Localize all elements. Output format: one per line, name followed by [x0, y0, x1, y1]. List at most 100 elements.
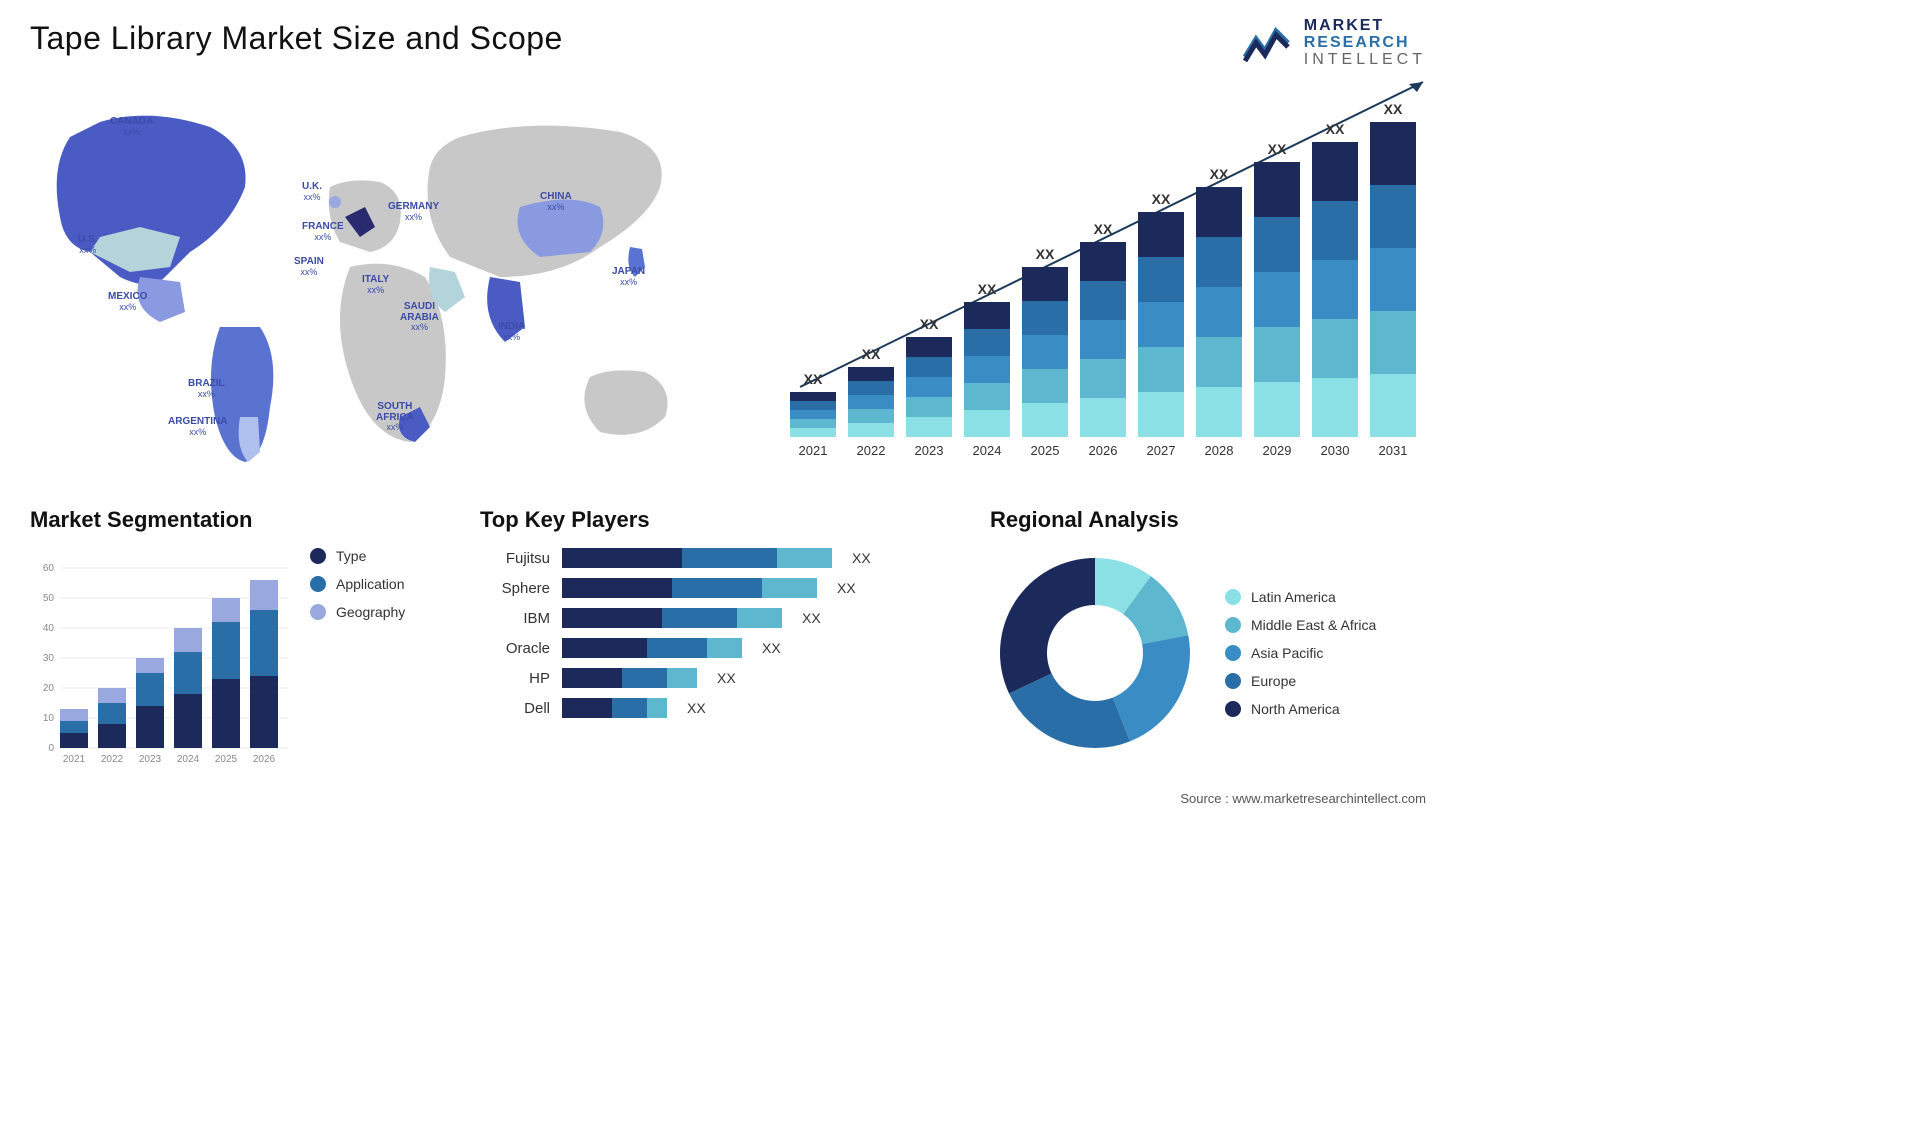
map-label-spain: SPAINxx%	[294, 257, 324, 277]
svg-text:2027: 2027	[1147, 443, 1176, 458]
segmentation-legend: Type Application Geography	[310, 548, 405, 620]
regional-legend-latin-america: Latin America	[1225, 589, 1376, 605]
regional-legend-europe: Europe	[1225, 673, 1376, 689]
regional-legend-north-america: North America	[1225, 701, 1376, 717]
svg-text:2030: 2030	[1321, 443, 1350, 458]
svg-text:2021: 2021	[799, 443, 828, 458]
svg-text:XX: XX	[804, 371, 823, 387]
world-map: CANADAxx%U.S.xx%MEXICOxx%BRAZILxx%ARGENT…	[30, 77, 730, 477]
seg-legend-type: Type	[310, 548, 405, 564]
regional-legend-asia-pacific: Asia Pacific	[1225, 645, 1376, 661]
svg-text:2031: 2031	[1379, 443, 1408, 458]
svg-text:2023: 2023	[139, 754, 162, 765]
player-row-dell: Dell XX	[480, 698, 960, 718]
regional-title: Regional Analysis	[990, 507, 1426, 533]
player-row-ibm: IBM XX	[480, 608, 960, 628]
brand-logo: MARKET RESEARCH INTELLECT	[1242, 18, 1426, 68]
player-label: HP	[480, 670, 550, 687]
player-bar	[562, 668, 697, 688]
svg-text:2023: 2023	[915, 443, 944, 458]
player-value: XX	[852, 550, 871, 566]
player-row-oracle: Oracle XX	[480, 638, 960, 658]
svg-text:10: 10	[43, 713, 55, 724]
svg-text:20: 20	[43, 683, 55, 694]
player-bar	[562, 548, 832, 568]
player-bar	[562, 608, 782, 628]
svg-text:XX: XX	[862, 346, 881, 362]
regional-legend-middle-east-africa: Middle East & Africa	[1225, 617, 1376, 633]
player-bar	[562, 578, 817, 598]
svg-text:XX: XX	[920, 316, 939, 332]
svg-text:XX: XX	[1094, 221, 1113, 237]
players-title: Top Key Players	[480, 507, 960, 533]
map-label-argentina: ARGENTINAxx%	[168, 417, 227, 437]
player-label: Dell	[480, 700, 550, 717]
logo-line-1: MARKET	[1304, 18, 1426, 35]
source-attribution: Source : www.marketresearchintellect.com	[1180, 791, 1426, 806]
svg-text:0: 0	[48, 743, 54, 754]
map-label-u-k-: U.K.xx%	[302, 182, 322, 202]
svg-text:2026: 2026	[1089, 443, 1118, 458]
map-label-mexico: MEXICOxx%	[108, 292, 147, 312]
svg-text:2028: 2028	[1205, 443, 1234, 458]
svg-text:2024: 2024	[973, 443, 1002, 458]
map-label-canada: CANADAxx%	[110, 117, 153, 137]
segmentation-chart: 0 10 20 30 40 50 60 2021 2022 2023 2024 2025 2026	[30, 548, 290, 768]
player-bar	[562, 698, 667, 718]
players-panel: Top Key Players FujitsuXXSphereXXIBMXXOr…	[480, 507, 960, 767]
map-label-italy: ITALYxx%	[362, 275, 389, 295]
players-list: Fujitsu XX Sphere XX IBM XX Oracle XX HP XX Dell XX	[480, 548, 960, 718]
map-label-france: FRANCExx%	[302, 222, 344, 242]
map-label-india: INDIAxx%	[498, 322, 525, 342]
svg-text:2026: 2026	[253, 754, 276, 765]
svg-text:XX: XX	[1210, 166, 1229, 182]
svg-text:2024: 2024	[177, 754, 200, 765]
player-value: XX	[687, 700, 706, 716]
map-label-germany: GERMANYxx%	[388, 202, 439, 222]
growth-bar-chart: XX 2021 XX 2022 XX 2023 XX 2024 XX 2025 XX 2026 XX 20…	[770, 77, 1450, 477]
seg-legend-application: Application	[310, 576, 405, 592]
player-value: XX	[717, 670, 736, 686]
segmentation-panel: Market Segmentation 0 10 20 30 40 50 60 2021 202…	[30, 507, 450, 767]
svg-text:XX: XX	[1326, 121, 1345, 137]
svg-text:XX: XX	[1384, 101, 1403, 117]
segmentation-title: Market Segmentation	[30, 507, 450, 533]
logo-icon	[1242, 21, 1292, 65]
svg-text:60: 60	[43, 563, 55, 574]
regional-legend: Latin America Middle East & Africa Asia Pa…	[1225, 589, 1376, 717]
svg-text:XX: XX	[1036, 246, 1055, 262]
svg-text:50: 50	[43, 593, 55, 604]
svg-text:XX: XX	[1152, 191, 1171, 207]
svg-text:2025: 2025	[215, 754, 238, 765]
svg-text:XX: XX	[1268, 141, 1287, 157]
logo-line-3: INTELLECT	[1304, 52, 1426, 69]
player-row-fujitsu: Fujitsu XX	[480, 548, 960, 568]
player-row-sphere: Sphere XX	[480, 578, 960, 598]
map-label-saudi-arabia: SAUDIARABIAxx%	[400, 302, 439, 332]
svg-text:2029: 2029	[1263, 443, 1292, 458]
svg-text:2025: 2025	[1031, 443, 1060, 458]
map-label-china: CHINAxx%	[540, 192, 572, 212]
svg-text:30: 30	[43, 653, 55, 664]
svg-text:2021: 2021	[63, 754, 86, 765]
svg-text:2022: 2022	[101, 754, 124, 765]
growth-chart-svg: XX 2021 XX 2022 XX 2023 XX 2024 XX 2025 XX 2026 XX 20…	[770, 77, 1450, 477]
player-bar	[562, 638, 742, 658]
player-value: XX	[802, 610, 821, 626]
svg-text:40: 40	[43, 623, 55, 634]
player-value: XX	[762, 640, 781, 656]
regional-donut	[990, 548, 1200, 758]
map-label-south-africa: SOUTHAFRICAxx%	[376, 402, 414, 432]
page-title: Tape Library Market Size and Scope	[30, 20, 1426, 57]
seg-legend-geography: Geography	[310, 604, 405, 620]
regional-panel: Regional Analysis Latin America Middle Ea…	[990, 507, 1426, 767]
map-label-japan: JAPANxx%	[612, 267, 645, 287]
player-label: IBM	[480, 610, 550, 627]
map-label-u-s-: U.S.xx%	[78, 235, 97, 255]
svg-text:XX: XX	[978, 281, 997, 297]
player-label: Oracle	[480, 640, 550, 657]
player-label: Sphere	[480, 580, 550, 597]
player-value: XX	[837, 580, 856, 596]
svg-text:2022: 2022	[857, 443, 886, 458]
player-label: Fujitsu	[480, 550, 550, 567]
